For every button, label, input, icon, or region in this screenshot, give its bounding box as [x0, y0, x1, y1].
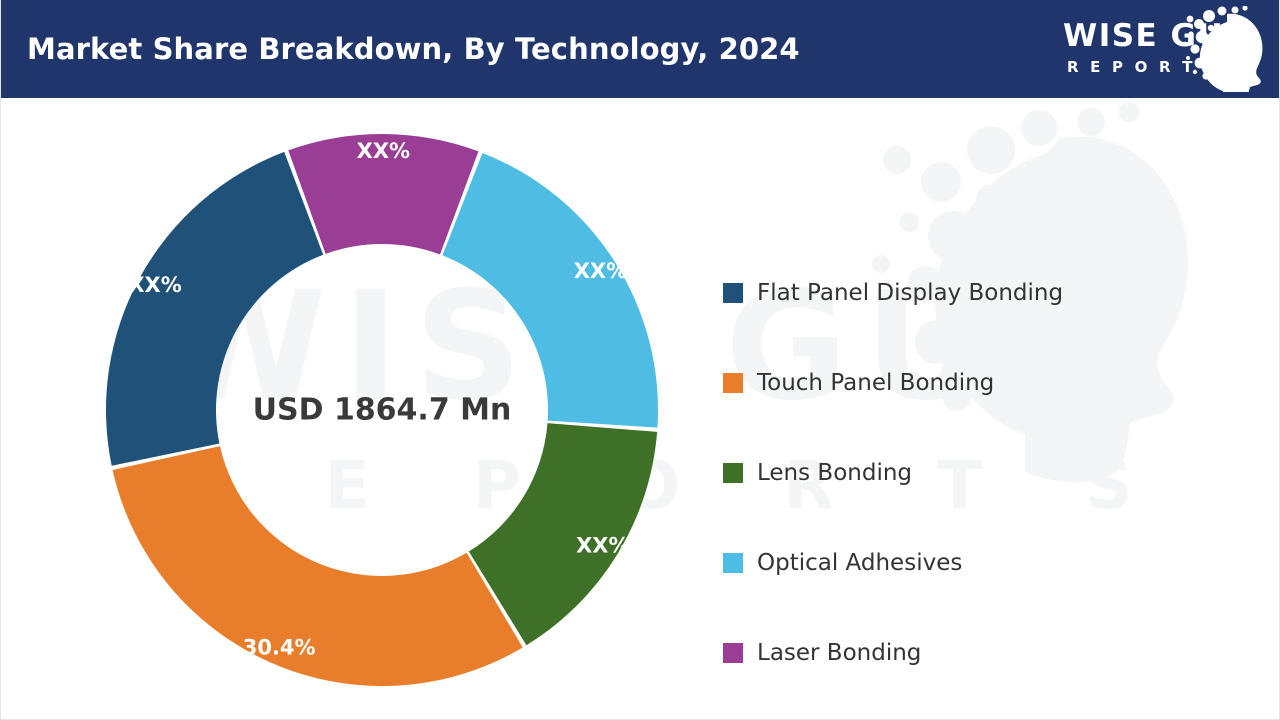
donut-slice-labels: XX% 30.4% XX% XX% XX% — [128, 139, 629, 660]
legend-label: Optical Adhesives — [757, 549, 963, 576]
donut-chart-svg: XX% 30.4% XX% XX% XX% USD 1864.7 Mn — [106, 134, 658, 686]
legend-item[interactable]: Optical Adhesives — [723, 518, 1203, 608]
legend-label: Touch Panel Bonding — [757, 369, 995, 396]
donut-slices — [106, 134, 658, 686]
legend-swatch-3 — [723, 553, 743, 573]
header-bar: Market Share Breakdown, By Technology, 2… — [1, 0, 1279, 98]
legend-swatch-1 — [723, 373, 743, 393]
donut-slice-3[interactable] — [442, 152, 658, 428]
legend-label: Laser Bonding — [757, 639, 922, 666]
legend-label: Lens Bonding — [757, 459, 913, 486]
legend-item[interactable]: Lens Bonding — [723, 428, 1203, 518]
chart-legend: Flat Panel Display Bonding Touch Panel Bo… — [723, 248, 1203, 698]
donut-slice-label-4: XX% — [357, 139, 410, 163]
donut-slice-label-0: XX% — [128, 273, 181, 297]
legend-swatch-2 — [723, 463, 743, 483]
donut-chart: XX% 30.4% XX% XX% XX% USD 1864.7 Mn — [1, 98, 761, 719]
logo-text-secondary: R E P O R T S — [1067, 58, 1218, 76]
wise-guy-reports-logo: WISE GUY R E P O R T S — [1063, 6, 1263, 92]
chart-area: WISE GUY R E P O R T S XX% 30.4% XX% XX% XX%… — [1, 98, 1279, 719]
legend-label: Flat Panel Display Bonding — [757, 279, 1064, 306]
logo-text-primary: WISE GUY — [1063, 18, 1248, 54]
page-title: Market Share Breakdown, By Technology, 2… — [27, 32, 800, 66]
donut-center-value: USD 1864.7 Mn — [253, 393, 512, 428]
donut-slice-4[interactable] — [288, 134, 479, 255]
legend-item[interactable]: Flat Panel Display Bonding — [723, 248, 1203, 338]
donut-slice-label-2: XX% — [576, 533, 629, 557]
donut-slice-2[interactable] — [468, 423, 658, 646]
legend-swatch-4 — [723, 643, 743, 663]
donut-slice-0[interactable] — [106, 151, 324, 466]
donut-slice-label-1: 30.4% — [243, 636, 316, 660]
legend-item[interactable]: Touch Panel Bonding — [723, 338, 1203, 428]
legend-swatch-0 — [723, 283, 743, 303]
donut-slice-label-3: XX% — [574, 259, 627, 283]
donut-slice-1[interactable] — [112, 446, 523, 686]
legend-item[interactable]: Laser Bonding — [723, 608, 1203, 698]
